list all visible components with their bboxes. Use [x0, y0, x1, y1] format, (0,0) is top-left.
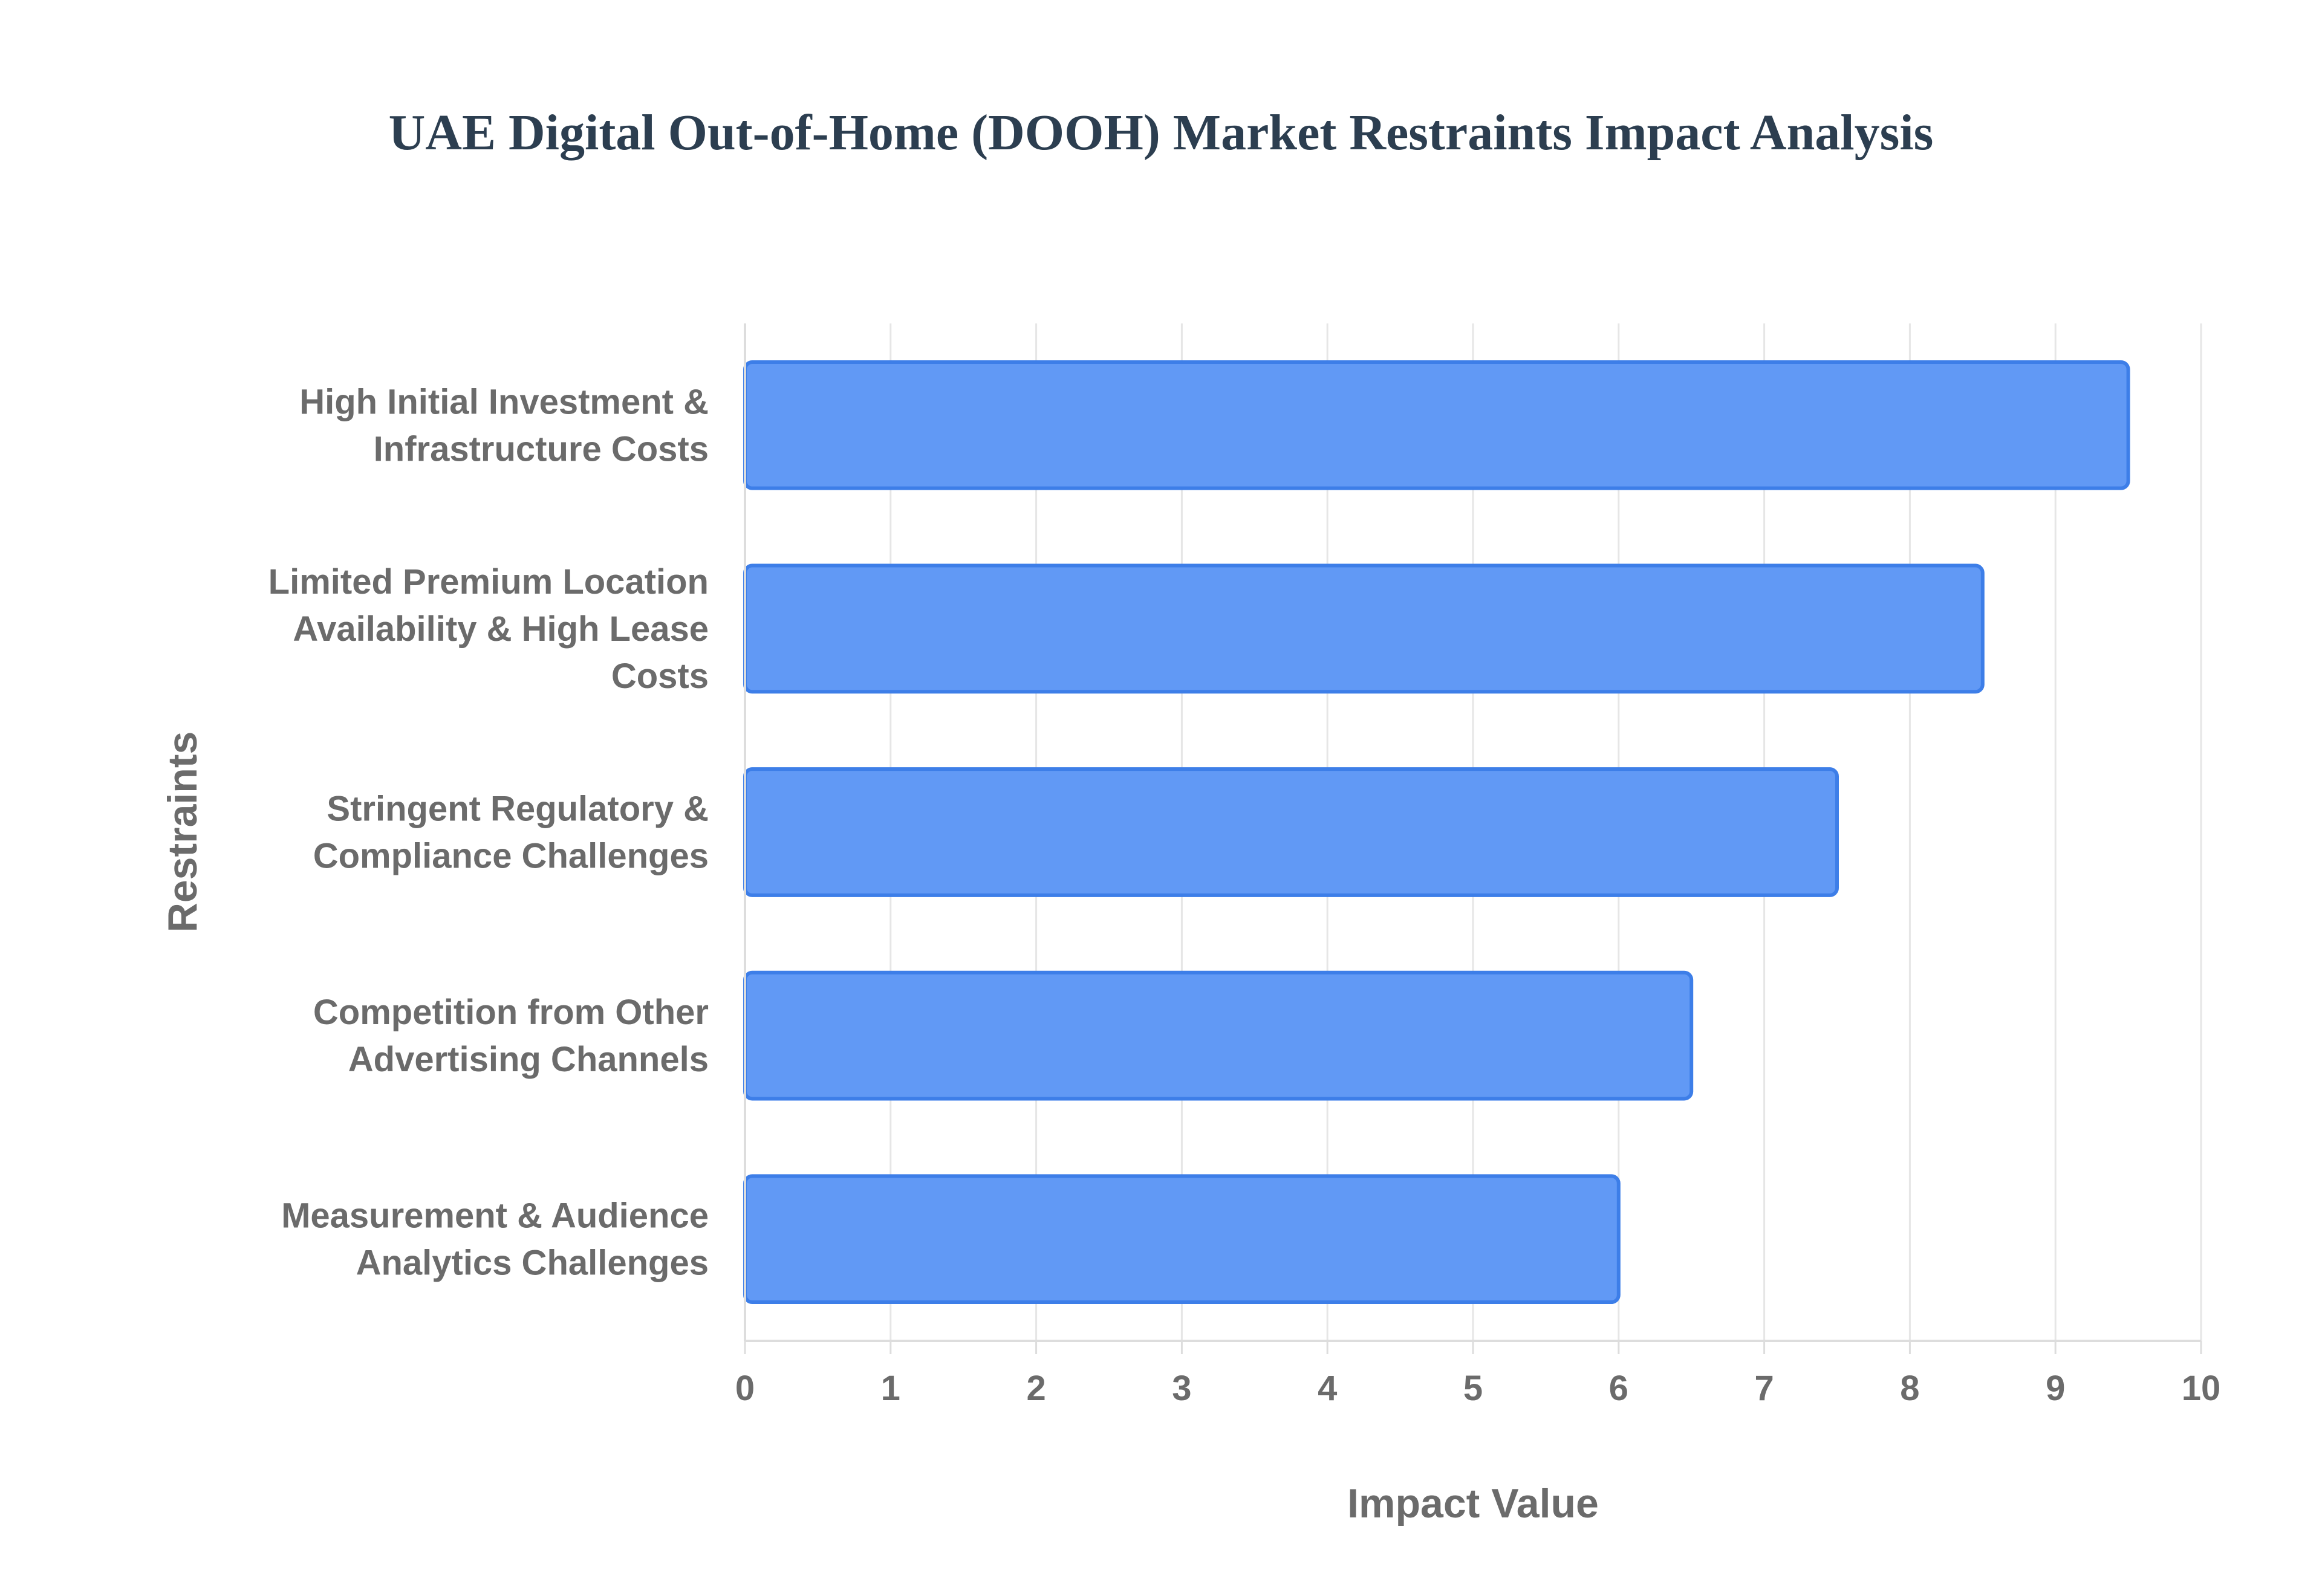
- category-label-line: Limited Premium Location: [268, 562, 709, 602]
- x-tick-label: 2: [1026, 1369, 1046, 1408]
- category-label: Stringent Regulatory & Compliance Challen…: [313, 790, 709, 876]
- x-tick-labels: 0 1 2 3 4 5 6 7 8 9 10: [735, 1369, 2220, 1408]
- category-labels: High Initial Investment & Infrastructure …: [268, 382, 709, 1282]
- bar: [743, 767, 1839, 897]
- category-label-line: Infrastructure Costs: [374, 429, 709, 469]
- bar: [743, 360, 2130, 490]
- x-tick-label: 7: [1754, 1369, 1774, 1408]
- bar: [743, 1174, 1621, 1305]
- chart-title: UAE Digital Out-of-Home (DOOH) Market Re…: [388, 105, 1934, 161]
- x-tick-label: 4: [1318, 1369, 1337, 1408]
- bars: [743, 360, 2130, 1305]
- bar: [743, 970, 1694, 1101]
- category-label: Measurement & Audience Analytics Challeng…: [281, 1196, 709, 1283]
- x-tick-label: 3: [1172, 1369, 1191, 1408]
- bar: [743, 563, 1985, 694]
- category-label-line: Measurement & Audience: [281, 1196, 709, 1236]
- category-label-line: High Initial Investment &: [299, 382, 709, 421]
- x-tick-label: 8: [1900, 1369, 1919, 1408]
- x-tick-label: 0: [735, 1369, 755, 1408]
- x-tick-label: 5: [1463, 1369, 1483, 1408]
- x-tick-label: 9: [2046, 1369, 2065, 1408]
- category-label-line: Availability & High Lease: [293, 609, 709, 649]
- x-tick-label: 10: [2182, 1369, 2221, 1408]
- category-label: Limited Premium Location Availability & H…: [268, 562, 709, 696]
- axes: [744, 323, 2202, 1354]
- category-label-line: Analytics Challenges: [356, 1244, 709, 1283]
- category-label: High Initial Investment & Infrastructure …: [299, 382, 709, 469]
- x-axis-title: Impact Value: [1347, 1481, 1599, 1526]
- y-axis-title: Restraints: [160, 731, 206, 933]
- category-label-line: Stringent Regulatory &: [327, 790, 709, 829]
- category-label-line: Costs: [611, 657, 709, 696]
- category-label-line: Advertising Channels: [348, 1040, 709, 1079]
- x-tick-label: 1: [881, 1369, 900, 1408]
- x-tick-label: 6: [1609, 1369, 1628, 1408]
- category-label: Competition from Other Advertising Channe…: [313, 993, 709, 1079]
- category-label-line: Competition from Other: [313, 993, 709, 1032]
- category-label-line: Compliance Challenges: [313, 837, 709, 876]
